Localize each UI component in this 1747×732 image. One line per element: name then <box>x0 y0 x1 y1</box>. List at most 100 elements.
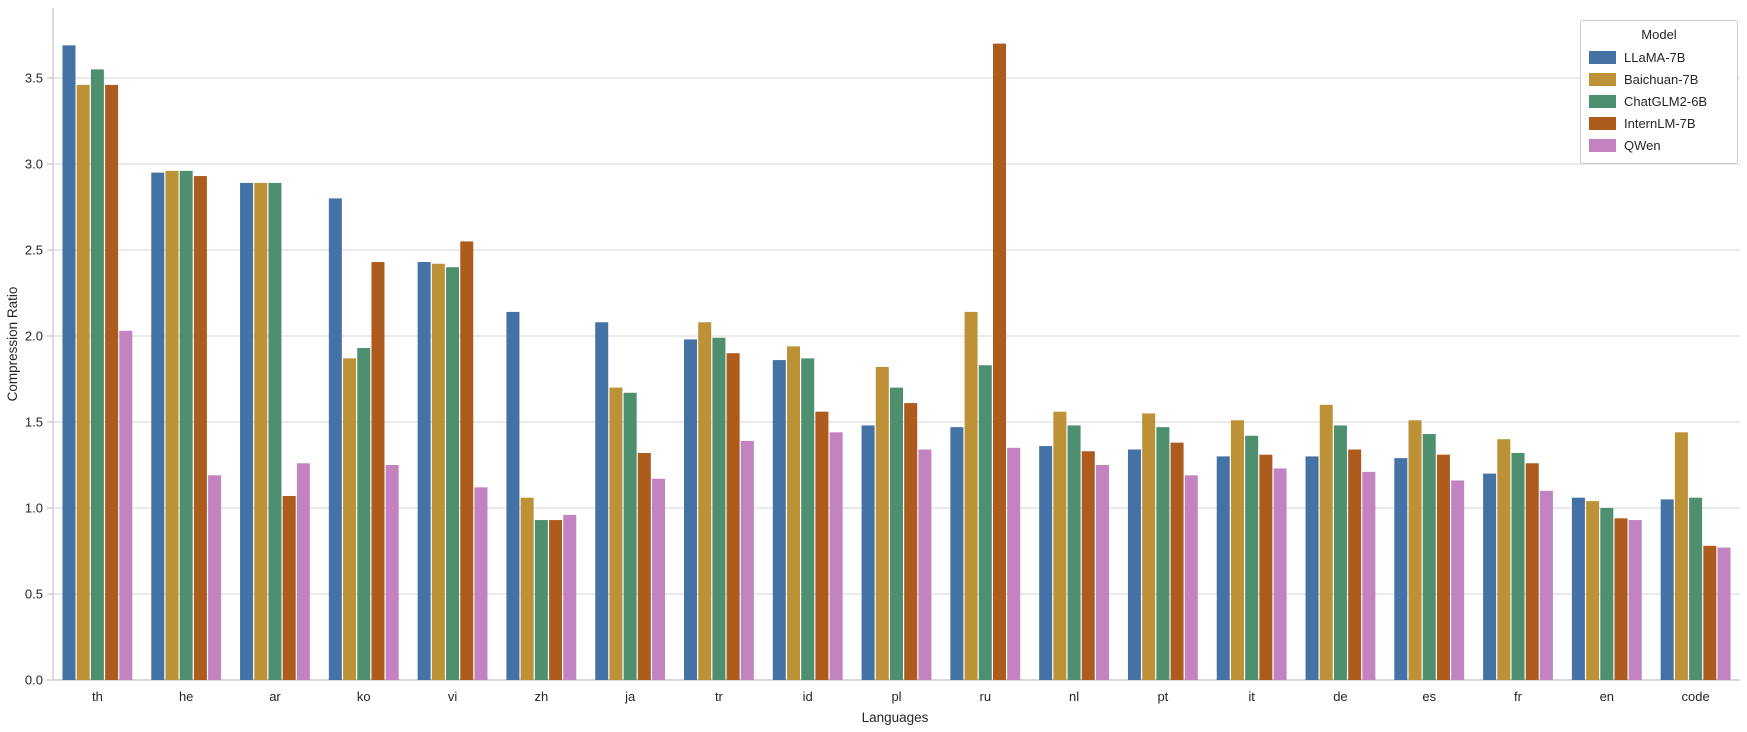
x-category-label: de <box>1333 689 1347 704</box>
bar <box>1394 458 1408 680</box>
bar <box>1436 454 1450 680</box>
y-tick-label: 1.5 <box>25 415 43 430</box>
bar <box>1660 499 1674 680</box>
legend-label: LLaMA-7B <box>1624 49 1686 65</box>
bar <box>772 360 786 680</box>
x-category-label: ja <box>624 689 636 704</box>
legend-label: Baichuan-7B <box>1624 71 1699 87</box>
bar <box>549 520 563 680</box>
bar <box>684 339 698 680</box>
bar <box>76 84 90 680</box>
bar <box>1422 434 1436 680</box>
legend-label: QWen <box>1624 137 1661 153</box>
bar <box>1053 411 1067 680</box>
bar <box>90 69 104 680</box>
legend-item: LLaMA-7B <box>1589 46 1729 68</box>
bar <box>964 311 978 680</box>
bar <box>623 392 637 680</box>
bar <box>992 43 1006 681</box>
legend-swatch <box>1589 72 1616 86</box>
bar <box>698 322 712 680</box>
legend: Model LLaMA-7B Baichuan-7B ChatGLM2-6B Inte… <box>1580 20 1738 164</box>
bar <box>1081 451 1095 680</box>
x-category-label: zh <box>534 689 548 704</box>
bar <box>1333 425 1347 680</box>
bar <box>282 495 296 680</box>
bar <box>520 497 534 680</box>
legend-title: Model <box>1641 27 1677 42</box>
tick-label-layer: 0.0 0.5 1.0 1.5 2.0 2.5 3.0 3.5 th he ar ko vi zh ja tr… <box>25 71 1710 705</box>
legend-item: ChatGLM2-6B <box>1589 90 1729 112</box>
bar <box>1216 456 1230 680</box>
x-category-label: id <box>803 689 813 704</box>
bar <box>357 348 371 680</box>
legend-swatch <box>1589 138 1616 152</box>
bar <box>1689 497 1703 680</box>
bar <box>446 267 460 680</box>
bar <box>1184 475 1198 680</box>
y-tick-label: 2.5 <box>25 243 43 258</box>
y-tick-label: 1.0 <box>25 501 43 516</box>
bar <box>1628 520 1642 680</box>
bar <box>151 172 165 680</box>
bar <box>105 84 119 680</box>
bar <box>534 520 548 680</box>
bar <box>1319 404 1333 680</box>
bar <box>1539 490 1553 680</box>
x-category-label: th <box>92 689 103 704</box>
bar <box>1230 420 1244 680</box>
y-tick-label: 3.5 <box>25 71 43 86</box>
bar <box>1717 547 1731 680</box>
x-category-label: fr <box>1514 689 1523 704</box>
bar <box>609 387 623 680</box>
legend-swatch <box>1589 50 1616 64</box>
bar <box>240 182 254 681</box>
bar <box>1245 435 1259 680</box>
bar <box>890 387 904 680</box>
bar <box>1674 432 1688 680</box>
bar <box>904 403 918 680</box>
bar <box>208 475 222 680</box>
legend-item: Baichuan-7B <box>1589 68 1729 90</box>
bar <box>328 198 342 680</box>
x-category-label: ru <box>980 689 992 704</box>
bar <box>385 465 399 680</box>
bar <box>740 440 754 680</box>
x-category-label: vi <box>448 689 458 704</box>
legend-item: QWen <box>1589 134 1729 156</box>
bars-layer <box>62 43 1731 681</box>
bar <box>801 358 815 680</box>
legend-items: LLaMA-7B Baichuan-7B ChatGLM2-6B InternLM-7… <box>1589 46 1729 156</box>
y-tick-label: 0.5 <box>25 587 43 602</box>
bar <box>918 449 932 680</box>
bar <box>563 514 577 680</box>
bar <box>62 45 76 680</box>
bar <box>193 176 207 681</box>
bar <box>1007 447 1021 680</box>
bar <box>268 182 282 681</box>
bar <box>1095 465 1109 680</box>
bar <box>861 425 875 680</box>
bar <box>119 330 133 680</box>
bar <box>1305 456 1319 680</box>
x-category-label: ar <box>269 689 281 704</box>
x-category-label: it <box>1248 689 1255 704</box>
legend-label: InternLM-7B <box>1624 115 1696 131</box>
bar <box>1170 442 1184 680</box>
y-tick-label: 2.0 <box>25 329 43 344</box>
bar <box>431 263 445 680</box>
bar <box>1525 463 1539 680</box>
bar <box>1039 446 1053 680</box>
bar <box>1362 471 1376 680</box>
legend-item: InternLM-7B <box>1589 112 1729 134</box>
bar <box>165 170 179 680</box>
bar <box>1156 427 1170 680</box>
x-category-label: pl <box>891 689 901 704</box>
bar <box>254 182 268 681</box>
bar <box>1703 545 1717 680</box>
x-category-label: pt <box>1157 689 1168 704</box>
bar <box>637 452 651 680</box>
bar <box>1451 480 1465 680</box>
legend-label: ChatGLM2-6B <box>1624 93 1708 109</box>
